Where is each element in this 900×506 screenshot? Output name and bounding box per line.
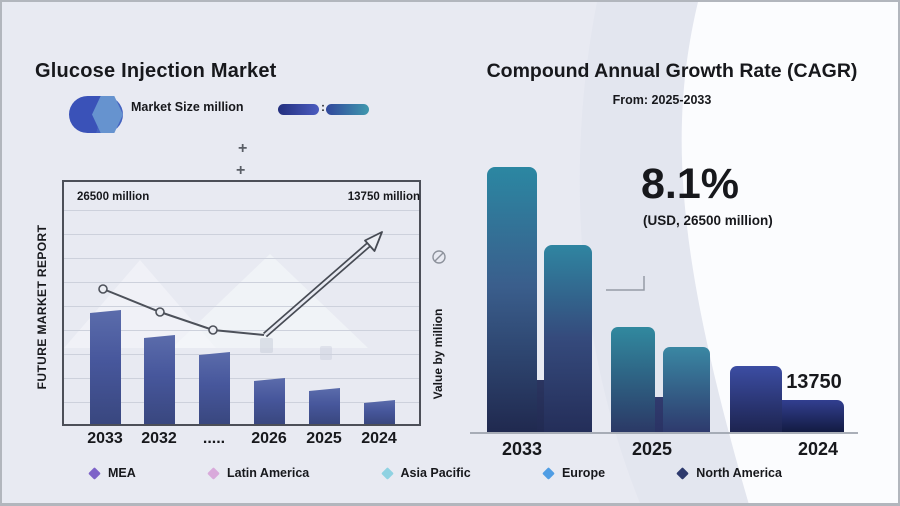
legend-label: MEA (108, 466, 136, 480)
right-bar-2033-join (537, 380, 544, 432)
legend-label: North America (696, 466, 782, 480)
legend-label: Latin America (227, 466, 310, 480)
market-size-capsule-icon (69, 96, 123, 133)
cagr-title: Compound Annual Growth Rate (CAGR) (486, 60, 858, 82)
bar-2033 (90, 310, 121, 424)
ratio-separator: : (321, 100, 325, 114)
bar-2025 (309, 388, 340, 424)
right-bar-2024-b (782, 400, 844, 432)
right-x-label-2033: 2033 (501, 439, 543, 459)
right-chart-axis-label: Value by million (431, 308, 445, 400)
plus-decoration-icon: + (236, 162, 246, 179)
diamond-icon (676, 466, 690, 480)
legend-item-mea: MEA (88, 466, 136, 480)
left-x-label-2032: 2032 (141, 430, 177, 447)
legend-item-asia-pacific: Asia Pacific (380, 466, 471, 480)
left-chart-side-label: FUTURE MARKET REPORT (35, 224, 49, 390)
right-bar-2025-b (663, 347, 710, 432)
right-chart-axis-line (470, 432, 858, 434)
left-x-label-2024: 2024 (361, 430, 397, 447)
bar-2032 (144, 335, 175, 424)
bar-mid-years (199, 352, 230, 424)
diamond-icon (542, 466, 555, 480)
left-x-label-2025: 2025 (306, 430, 342, 447)
left-x-label-dots: ..... (202, 430, 226, 447)
legend-item-latin-america: Latin America (207, 466, 310, 480)
market-size-label: Market Size million (131, 100, 244, 114)
plus-decoration-icon: + (238, 140, 248, 157)
left-x-label-2033: 2033 (87, 430, 123, 447)
diamond-icon (207, 466, 220, 480)
cagr-subtitle: From: 2025-2033 (612, 93, 712, 107)
ratio-pill-left-icon (278, 104, 319, 115)
right-bar-annotation: 13750 (786, 371, 842, 393)
bar-2026 (254, 378, 285, 424)
left-chart-value-2024: 13750 million (347, 191, 420, 203)
cagr-basis: (USD, 26500 million) (643, 213, 773, 228)
diamond-icon (88, 466, 101, 480)
ratio-pill-right-icon (326, 104, 369, 115)
right-bar-2033-b (544, 245, 592, 432)
region-legend: MEA Latin America Asia Pacific Europe No… (88, 466, 782, 480)
legend-label: Asia Pacific (400, 466, 471, 480)
left-chart-frame (62, 180, 421, 426)
right-x-label-2024: 2024 (797, 439, 839, 459)
legend-item-north-america: North America (676, 466, 782, 480)
legend-label: Europe (561, 466, 606, 480)
right-bar-2024-a (730, 366, 782, 432)
bar-2024 (364, 400, 395, 424)
legend-item-europe: Europe (542, 466, 606, 480)
right-x-label-2025: 2025 (631, 439, 673, 459)
page-title: Glucose Injection Market (35, 60, 277, 82)
cagr-value: 8.1% (641, 160, 740, 208)
right-bar-2025-a (611, 327, 655, 432)
right-bar-2025-join (655, 397, 663, 432)
left-chart-value-2033: 26500 million (77, 191, 150, 203)
diamond-icon (380, 466, 394, 480)
right-bar-2033-a (487, 167, 537, 432)
left-x-label-2026: 2026 (251, 430, 287, 447)
